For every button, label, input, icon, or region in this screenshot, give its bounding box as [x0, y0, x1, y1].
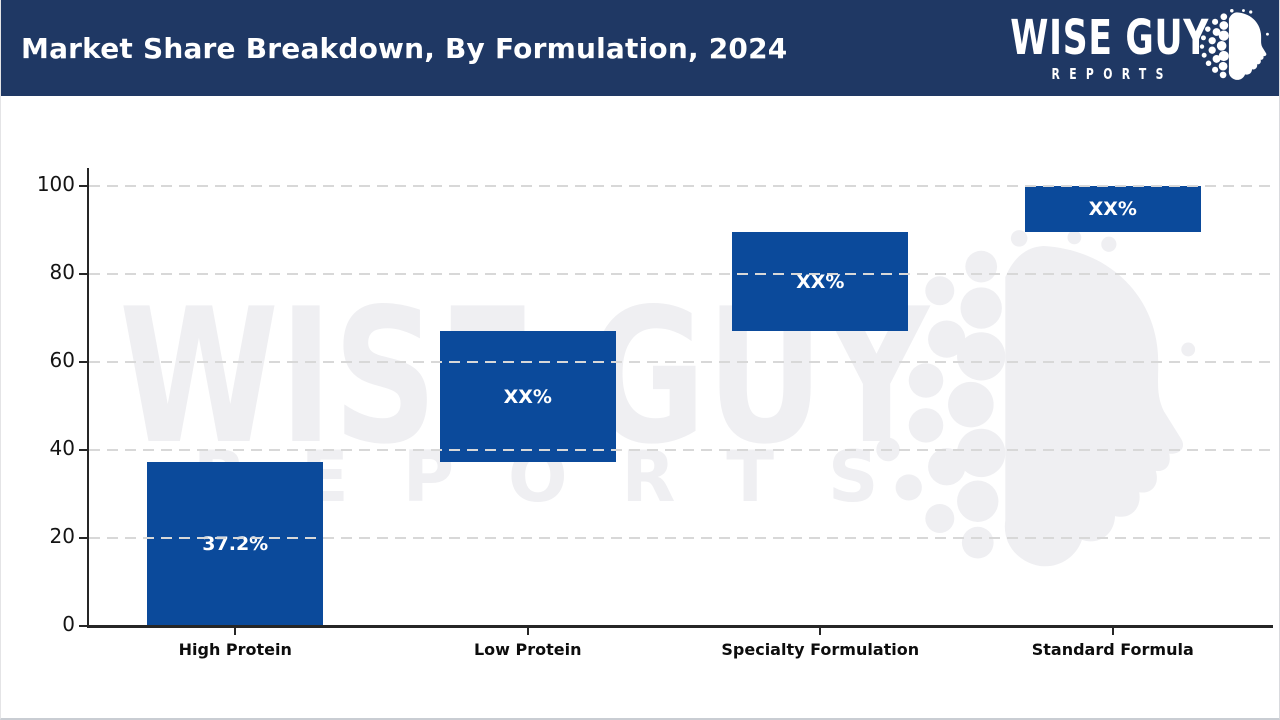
category-label: High Protein: [178, 640, 292, 659]
bar-high-protein: 37.2%: [147, 462, 324, 626]
y-axis-line: [87, 168, 89, 626]
x-tick-mark: [819, 628, 822, 635]
gridline-60: [89, 360, 1273, 363]
logo-subtitle: REPORTS: [1051, 64, 1173, 83]
x-axis-line: [87, 625, 1273, 628]
header: Market Share Breakdown, By Formulation, …: [1, 0, 1279, 96]
x-tick-mark: [1111, 628, 1114, 635]
category-label: Specialty Formulation: [721, 640, 920, 659]
y-tick-mark: [79, 184, 87, 187]
y-tick-mark: [79, 625, 87, 627]
y-tick-label: 40: [49, 435, 75, 460]
y-tick-label: 80: [49, 259, 75, 284]
bar-standard-formula: XX%: [1024, 185, 1201, 233]
x-tick-mark: [526, 628, 529, 635]
y-tick-mark: [79, 536, 87, 539]
y-tick-mark: [79, 448, 87, 451]
y-tick-label: 60: [49, 347, 75, 372]
gridline-100: [89, 184, 1273, 187]
logo-wordmark: WISE GUY REPORTS: [1010, 14, 1209, 83]
y-tick-mark: [79, 272, 87, 275]
y-tick-mark: [79, 360, 87, 363]
gridline-40: [89, 448, 1273, 451]
gridline-20: [89, 536, 1273, 539]
y-tick-label: 20: [49, 523, 75, 548]
category-label: Standard Formula: [1031, 640, 1194, 659]
wise-guy-logo: WISE GUY REPORTS: [933, 8, 1271, 88]
gridline-80: [89, 272, 1273, 275]
bar-value-label: XX%: [503, 385, 552, 408]
bar-low-protein: XX%: [439, 330, 616, 463]
logo-title: WISE GUY: [1010, 9, 1209, 66]
y-tick-label: 0: [62, 612, 75, 636]
bar-specialty-formulation: XX%: [732, 232, 909, 331]
x-tick-mark: [234, 628, 237, 635]
category-label: Low Protein: [473, 640, 582, 659]
bar-value-label: XX%: [1088, 197, 1137, 220]
y-tick-label: 100: [36, 171, 75, 196]
bar-value-label: XX%: [796, 270, 845, 293]
page-title: Market Share Breakdown, By Formulation, …: [21, 31, 788, 65]
